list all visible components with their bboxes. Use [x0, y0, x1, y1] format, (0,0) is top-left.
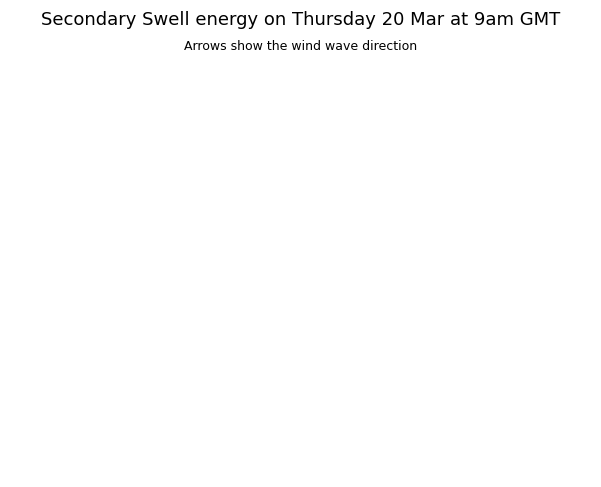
Text: Secondary Swell energy on Thursday 20 Mar at 9am GMT: Secondary Swell energy on Thursday 20 Ma…	[41, 12, 560, 29]
Text: cartopy required for map rendering: cartopy required for map rendering	[177, 266, 424, 280]
Text: Arrows show the wind wave direction: Arrows show the wind wave direction	[184, 40, 417, 53]
